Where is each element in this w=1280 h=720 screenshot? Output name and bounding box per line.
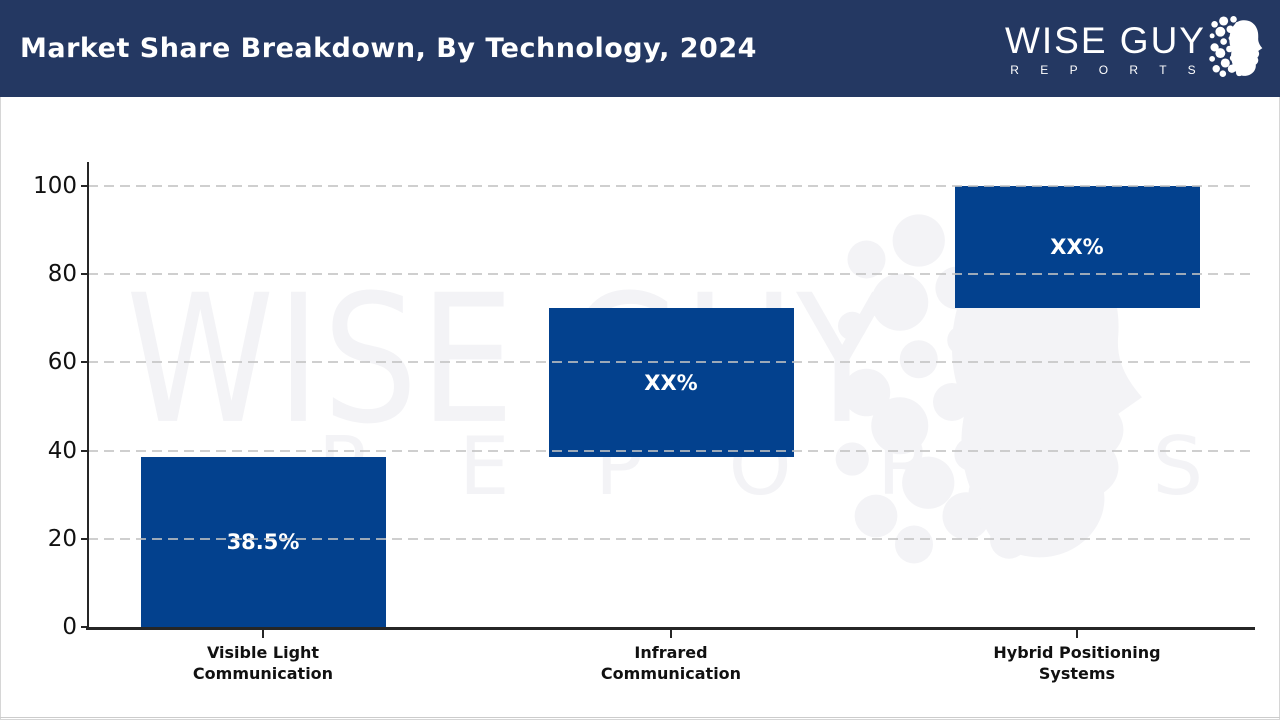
- x-tick-2: [670, 630, 672, 638]
- bar-segment-3: XX%: [954, 186, 1200, 309]
- y-tick-label-100: 100: [33, 173, 77, 199]
- bar-value-label-2: XX%: [644, 370, 698, 395]
- y-tick-0: [81, 626, 87, 628]
- plot-area: 0 20 40 60 80 100 38.5% Visible Light Communica…: [0, 97, 1280, 720]
- y-tick-100: [81, 185, 87, 187]
- header-bar: Market Share Breakdown, By Technology, 2…: [0, 0, 1280, 97]
- bar-value-label-3: XX%: [1050, 235, 1104, 260]
- logo-head-icon: [1208, 15, 1264, 83]
- gridline-100: [88, 185, 1253, 187]
- x-tick-3: [1076, 630, 1078, 638]
- y-tick-label-80: 80: [47, 261, 77, 288]
- x-category-label-3: Hybrid Positioning Systems: [993, 643, 1161, 683]
- y-tick-label-60: 60: [47, 349, 77, 376]
- x-category-label-2: Infrared Communication: [600, 643, 742, 683]
- y-axis: [87, 162, 89, 630]
- y-tick-80: [81, 273, 87, 276]
- gridline-20: [88, 537, 1253, 540]
- y-tick-60: [81, 361, 87, 364]
- logo-wiseguy-label: WISE GUY: [1004, 19, 1206, 61]
- y-tick-20: [81, 537, 87, 540]
- y-tick-label-0: 0: [62, 614, 77, 640]
- logo-reports-label: R E P O R T S: [1010, 62, 1205, 77]
- y-tick-40: [81, 449, 87, 452]
- x-tick-1: [262, 630, 264, 638]
- gridline-60: [88, 361, 1253, 364]
- y-tick-label-40: 40: [47, 437, 77, 464]
- bar-value-label-1: 38.5%: [226, 530, 300, 555]
- logo-text: WISE GUY R E P O R T S: [1005, 22, 1206, 77]
- x-category-label-1: Visible Light Communication: [192, 643, 334, 683]
- bar-segment-2: XX%: [548, 308, 794, 458]
- gridline-80: [88, 273, 1253, 276]
- y-tick-label-20: 20: [47, 525, 77, 552]
- wiseguy-logo: WISE GUY R E P O R T S: [1005, 10, 1264, 88]
- chart-title: Market Share Breakdown, By Technology, 2…: [20, 33, 757, 64]
- gridline-40: [88, 449, 1253, 452]
- bar-segment-1: 38.5%: [140, 457, 386, 627]
- x-axis: [86, 627, 1255, 630]
- bottom-border: [0, 717, 1280, 718]
